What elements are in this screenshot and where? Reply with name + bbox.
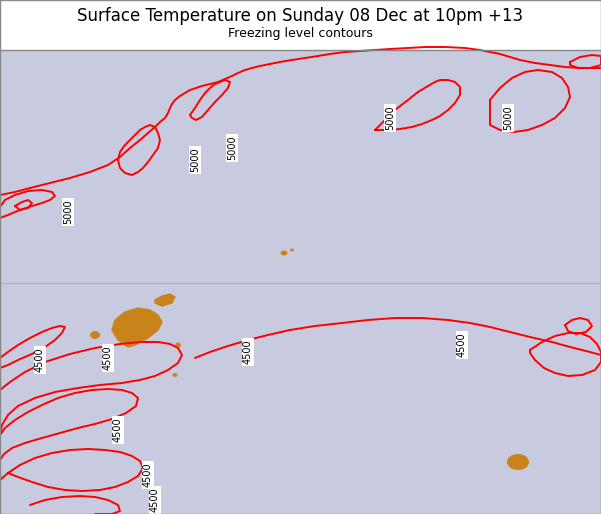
- Text: 4500: 4500: [143, 463, 153, 487]
- Text: 5000: 5000: [227, 136, 237, 160]
- Ellipse shape: [281, 250, 287, 255]
- Text: 4500: 4500: [35, 347, 45, 372]
- Text: 5000: 5000: [190, 148, 200, 172]
- Text: 4500: 4500: [103, 346, 113, 370]
- Text: 4500: 4500: [150, 488, 160, 512]
- Bar: [0, 0, 601, 50]
- Text: 4500: 4500: [113, 418, 123, 443]
- Ellipse shape: [290, 248, 294, 251]
- Ellipse shape: [172, 373, 177, 377]
- Text: Surface Temperature on Sunday 08 Dec at 10pm +13: Surface Temperature on Sunday 08 Dec at …: [78, 7, 523, 25]
- Ellipse shape: [175, 342, 181, 347]
- Text: 4500: 4500: [457, 333, 467, 357]
- Ellipse shape: [90, 331, 100, 339]
- Ellipse shape: [507, 454, 529, 470]
- Polygon shape: [155, 294, 175, 306]
- Text: 5000: 5000: [385, 106, 395, 131]
- Text: 5000: 5000: [503, 106, 513, 131]
- Text: Freezing level contours: Freezing level contours: [228, 27, 373, 40]
- Text: 4500: 4500: [243, 340, 253, 364]
- Polygon shape: [112, 308, 162, 347]
- Text: 5000: 5000: [63, 199, 73, 224]
